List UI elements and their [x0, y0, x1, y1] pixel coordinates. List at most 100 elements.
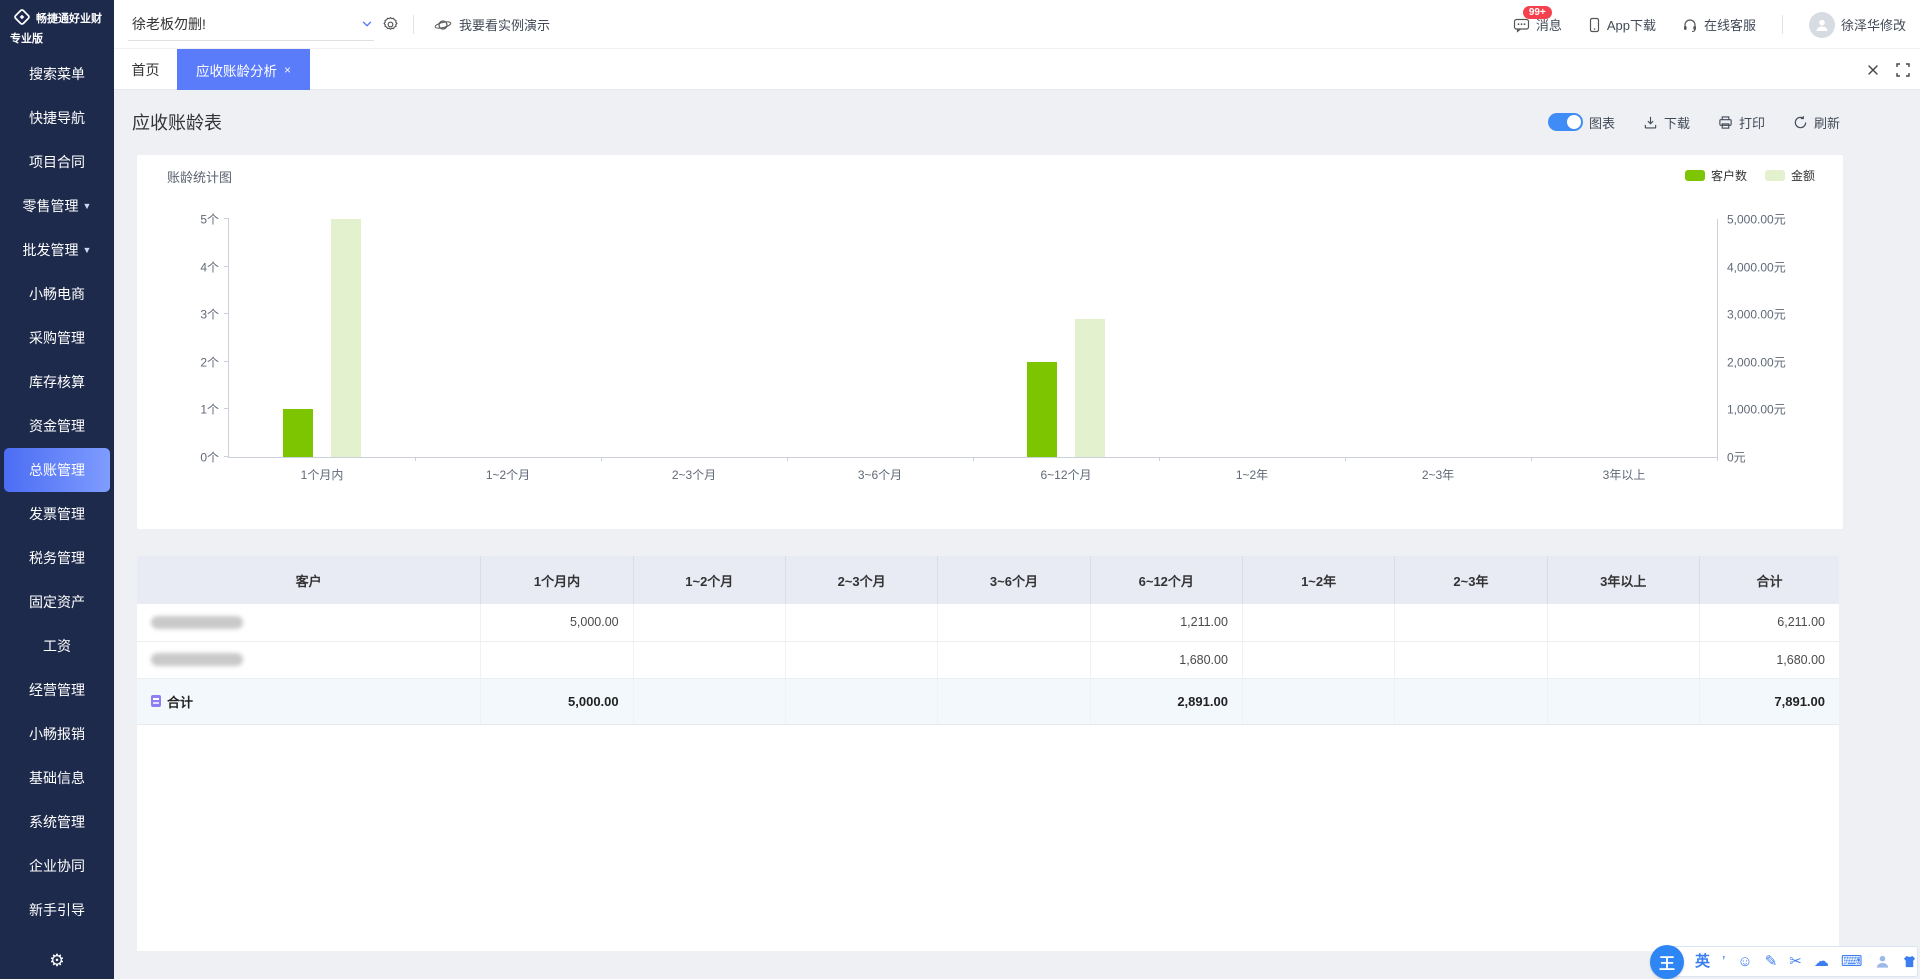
bar-客户数-6~12个月[interactable]	[1027, 361, 1057, 457]
download-button[interactable]: 下载	[1643, 113, 1690, 132]
aging-table-card: 客户 1个月内 1~2个月 2~3个月 3~6个月 6~12个月 1~2年 2~3年 3年以上合…	[137, 556, 1839, 951]
total-amount-cell: 7,891.00	[1699, 678, 1839, 725]
sidebar-item-18[interactable]: 企业协同	[4, 844, 110, 888]
sidebar-item-4[interactable]: 批发管理 ▼	[4, 228, 110, 272]
sidebar-item-1[interactable]: 快捷导航	[4, 96, 110, 140]
ime-scissors-icon[interactable]: ✂	[1789, 953, 1802, 970]
legend-swatch	[1764, 170, 1785, 181]
app-download-button[interactable]: App下载	[1588, 15, 1656, 34]
tab-home[interactable]: 首页	[131, 61, 160, 78]
messages-label: 消息	[1535, 18, 1562, 33]
total-label-cell: 合计	[137, 678, 482, 725]
sidebar-item-label: 经营管理	[29, 682, 85, 698]
sidebar: 畅捷通好业财 专业版 搜索菜单 快捷导航项目合同零售管理 ▼ 批发管理 ▼ 小畅电商 采购管…	[0, 0, 114, 979]
amount-cell: 5,000.00	[480, 604, 634, 642]
refresh-icon	[1793, 115, 1808, 130]
online-service-label: 在线客服	[1703, 18, 1756, 33]
sidebar-item-17[interactable]: 系统管理	[4, 800, 110, 844]
total-amount-cell	[1394, 678, 1548, 725]
sidebar-item-16[interactable]: 基础信息	[4, 756, 110, 800]
sidebar-item-label: 小畅报销	[29, 726, 85, 742]
ime-skin-icon[interactable]	[1902, 954, 1917, 969]
total-amount-cell	[785, 678, 939, 725]
sidebar-item-10[interactable]: 发票管理	[4, 492, 110, 536]
sidebar-item-0[interactable]: 搜索菜单	[4, 52, 110, 96]
sidebar-item-label: 新手引导	[29, 902, 85, 918]
sidebar-item-19[interactable]: 新手引导	[4, 888, 110, 932]
messages-badge: 99+	[1522, 6, 1552, 19]
brand-logo-block[interactable]: 畅捷通好业财 专业版	[0, 0, 114, 49]
sidebar-item-11[interactable]: 税务管理	[4, 536, 110, 580]
bar-金额-6~12个月[interactable]	[1075, 319, 1105, 457]
print-label: 打印	[1738, 115, 1765, 131]
close-all-tabs-icon[interactable]	[1866, 63, 1880, 77]
sidebar-item-8[interactable]: 资金管理	[4, 404, 110, 448]
demo-link[interactable]: 我要看实例演示	[434, 0, 550, 49]
ime-logo[interactable]: 王	[1650, 945, 1684, 979]
legend-item-0[interactable]: 客户数	[1684, 167, 1747, 184]
sidebar-item-5[interactable]: 小畅电商	[4, 272, 110, 316]
x-axis-label: 2~3个月	[671, 468, 717, 482]
chart-toggle[interactable]	[1547, 113, 1583, 131]
sidebar-item-label: 总账管理	[29, 462, 85, 478]
chart-toggle-control: 图表	[1547, 113, 1615, 132]
table-row-0[interactable]: 5,000.00 1,211.00 6,211.00	[137, 604, 1839, 642]
sidebar-item-2[interactable]: 项目合同	[4, 140, 110, 184]
brand-diamond-icon	[12, 7, 32, 27]
ime-pen-icon[interactable]: ✎	[1764, 953, 1778, 970]
company-selector[interactable]: 徐老板勿删!	[128, 8, 374, 41]
page-header: 应收账龄表 图表 下载 打印	[114, 90, 1920, 154]
sidebar-item-label: 项目合同	[29, 154, 85, 170]
tab-close-icon[interactable]: ×	[283, 62, 291, 77]
ime-keyboard-icon[interactable]: ⌨	[1840, 953, 1863, 970]
axis-tick	[224, 456, 229, 457]
total-amount-cell: 5,000.00	[480, 678, 634, 725]
ime-language-mode[interactable]: 英	[1695, 953, 1711, 970]
chart-plot-area: 5个 4个 3个 2个 1个 0个 5,000.00元 4,000.00元 3,000.00元 2…	[200, 213, 1785, 483]
ime-punctuation-icon[interactable]: ’	[1722, 953, 1726, 970]
column-header-6: 1~2年	[1242, 556, 1396, 604]
ime-cloud-icon[interactable]: ☁	[1813, 953, 1829, 970]
table-row-1[interactable]: 1,680.00 1,680.00	[137, 641, 1839, 679]
sidebar-item-14[interactable]: 经营管理	[4, 668, 110, 712]
fullscreen-icon[interactable]	[1896, 62, 1910, 77]
messages-button[interactable]: 99+ 消息	[1513, 6, 1562, 34]
company-name: 徐老板勿删!	[132, 16, 206, 32]
sidebar-item-label: 工资	[43, 638, 71, 654]
chart-legend: 客户数 金额	[1684, 167, 1815, 184]
online-service-button[interactable]: 在线客服	[1682, 15, 1756, 34]
user-avatar	[1808, 11, 1835, 38]
legend-item-1[interactable]: 金额	[1764, 167, 1815, 184]
bar-客户数-1个月内[interactable]	[283, 409, 313, 457]
sidebar-item-9[interactable]: 总账管理	[4, 448, 110, 492]
sidebar-item-3[interactable]: 零售管理 ▼	[4, 184, 110, 228]
column-header-2: 1~2个月	[633, 556, 786, 604]
ime-person-icon[interactable]	[1875, 954, 1890, 969]
workspace-settings-gear-icon[interactable]	[382, 0, 399, 49]
page-actions: 图表 下载 打印 刷新	[1547, 90, 1840, 154]
ime-emoji-icon[interactable]: ☺	[1737, 953, 1753, 970]
refresh-button[interactable]: 刷新	[1793, 113, 1840, 132]
print-button[interactable]: 打印	[1718, 113, 1765, 132]
sidebar-item-15[interactable]: 小畅报销	[4, 712, 110, 756]
tab-aging-analysis[interactable]: 应收账龄分析 ×	[177, 49, 310, 90]
user-menu[interactable]: 徐泽华修改	[1808, 11, 1906, 38]
main-content: 应收账龄表 图表 下载 打印	[114, 90, 1920, 979]
bar-金额-1个月内[interactable]	[331, 219, 361, 457]
amount-cell	[633, 604, 786, 642]
amount-cell	[1547, 641, 1700, 679]
total-amount-cell	[937, 678, 1091, 725]
chart-title: 账龄统计图	[167, 170, 233, 185]
x-axis-label: 1个月内	[300, 468, 344, 482]
axis-tick	[787, 457, 788, 461]
topbar-right-group: 99+ 消息 App下载 在线客服 徐泽华修改	[1513, 0, 1906, 49]
sidebar-settings-gear-icon[interactable]: ⚙	[49, 951, 65, 970]
sidebar-item-7[interactable]: 库存核算	[4, 360, 110, 404]
sidebar-item-6[interactable]: 采购管理	[4, 316, 110, 360]
sidebar-item-13[interactable]: 工资	[4, 624, 110, 668]
axis-tick	[1717, 457, 1718, 461]
legend-swatch	[1684, 170, 1705, 181]
total-amount-cell	[1242, 678, 1396, 725]
sidebar-item-12[interactable]: 固定资产	[4, 580, 110, 624]
column-header-3: 2~3个月	[785, 556, 939, 604]
